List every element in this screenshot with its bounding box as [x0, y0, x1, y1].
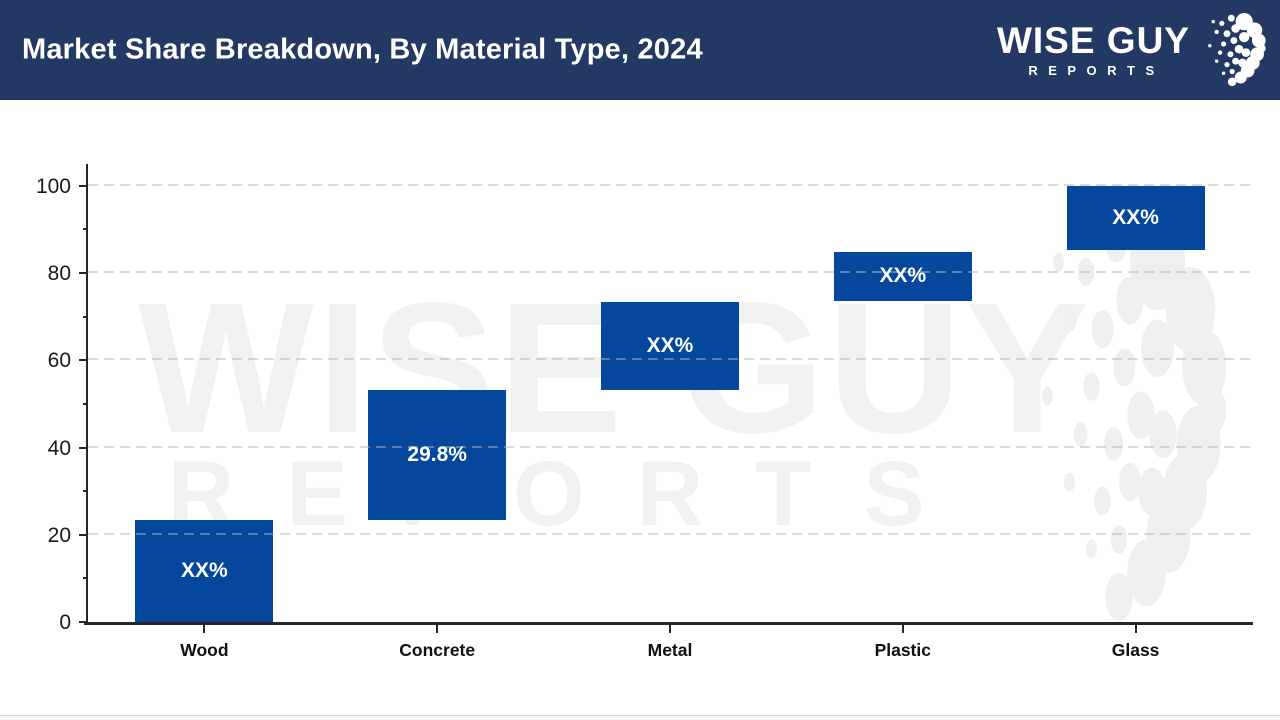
y-axis-major-tick	[79, 272, 88, 275]
y-axis-major-tick	[79, 621, 88, 623]
x-axis-tick	[203, 625, 206, 633]
x-axis-tick	[436, 625, 439, 633]
x-axis-tick	[901, 625, 904, 633]
bar-value-label: XX%	[1112, 206, 1159, 230]
wise-guy-logo: WISE GUY REPORTS	[997, 6, 1270, 94]
header-bar: Market Share Breakdown, By Material Type…	[0, 0, 1280, 100]
page-title: Market Share Breakdown, By Material Type…	[22, 33, 703, 66]
y-axis-tick-label: 20	[47, 523, 71, 547]
y-axis-minor-tick	[83, 228, 88, 231]
gridline	[88, 445, 1252, 448]
x-axis-category-label: Glass	[1111, 640, 1160, 660]
gridline	[88, 183, 1252, 186]
footer-padding	[0, 716, 1280, 720]
logo-subtitle: REPORTS	[1028, 63, 1165, 78]
logo-text: WISE GUY REPORTS	[997, 22, 1190, 78]
bar-wood	[135, 520, 274, 622]
bar-concrete	[368, 390, 507, 521]
bar-value-label: 29.8%	[407, 443, 467, 467]
y-axis-minor-tick	[83, 315, 88, 318]
y-axis-minor-tick	[83, 402, 88, 405]
y-axis-tick-label: 80	[47, 262, 71, 286]
y-axis-major-tick	[79, 359, 88, 362]
x-axis-category-label: Metal	[647, 640, 693, 660]
chart-plot-area: XX% 29.8% XX% XX% XX%	[88, 164, 1252, 622]
gridline	[88, 532, 1252, 535]
y-axis-tick-label: 0	[59, 611, 71, 634]
bar-glass	[1066, 185, 1205, 251]
y-axis-major-tick	[79, 446, 88, 449]
x-axis-category-label: Wood	[180, 640, 229, 660]
footer-divider	[0, 715, 1280, 716]
bar-value-label: XX%	[646, 334, 694, 358]
gridline	[88, 271, 1252, 274]
logo-wordmark: WISE GUY	[996, 20, 1190, 61]
watermark-text-line2: REPORTS	[168, 443, 977, 545]
y-axis	[86, 164, 88, 623]
y-axis-major-tick	[79, 184, 88, 187]
x-axis-tick	[1134, 625, 1137, 633]
x-axis-category-label: Plastic	[874, 640, 931, 660]
wise-guy-face-logo-icon	[1184, 7, 1270, 93]
bar-value-label: XX%	[181, 559, 228, 583]
gridline	[88, 358, 1252, 361]
bar-plastic	[833, 251, 972, 301]
bar-value-label: XX%	[879, 264, 927, 288]
x-axis	[84, 622, 1253, 625]
bar-metal	[601, 302, 739, 391]
y-axis-tick-label: 60	[47, 349, 71, 373]
y-axis-minor-tick	[83, 577, 88, 580]
x-axis-tick	[669, 625, 671, 633]
y-axis-tick-label: 100	[35, 174, 71, 198]
y-axis-minor-tick	[83, 490, 88, 493]
y-axis-tick-label: 40	[47, 436, 71, 460]
x-axis-category-label: Concrete	[399, 640, 476, 660]
y-axis-major-tick	[79, 533, 88, 536]
